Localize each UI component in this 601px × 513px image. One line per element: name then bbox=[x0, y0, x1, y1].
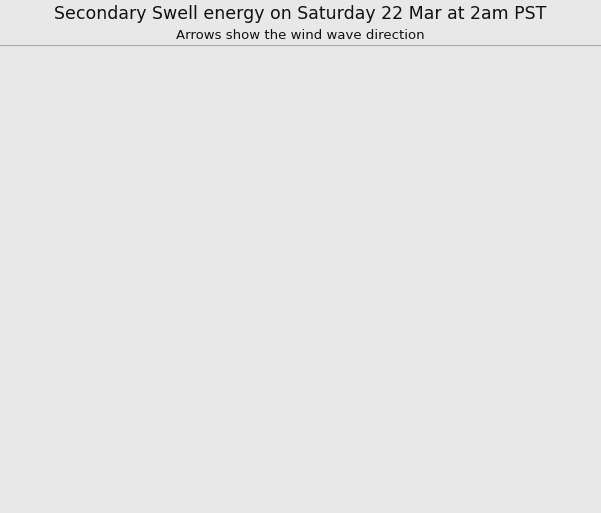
Text: Secondary Swell energy on Saturday 22 Mar at 2am PST: Secondary Swell energy on Saturday 22 Ma… bbox=[54, 5, 547, 23]
Text: Arrows show the wind wave direction: Arrows show the wind wave direction bbox=[176, 29, 425, 42]
